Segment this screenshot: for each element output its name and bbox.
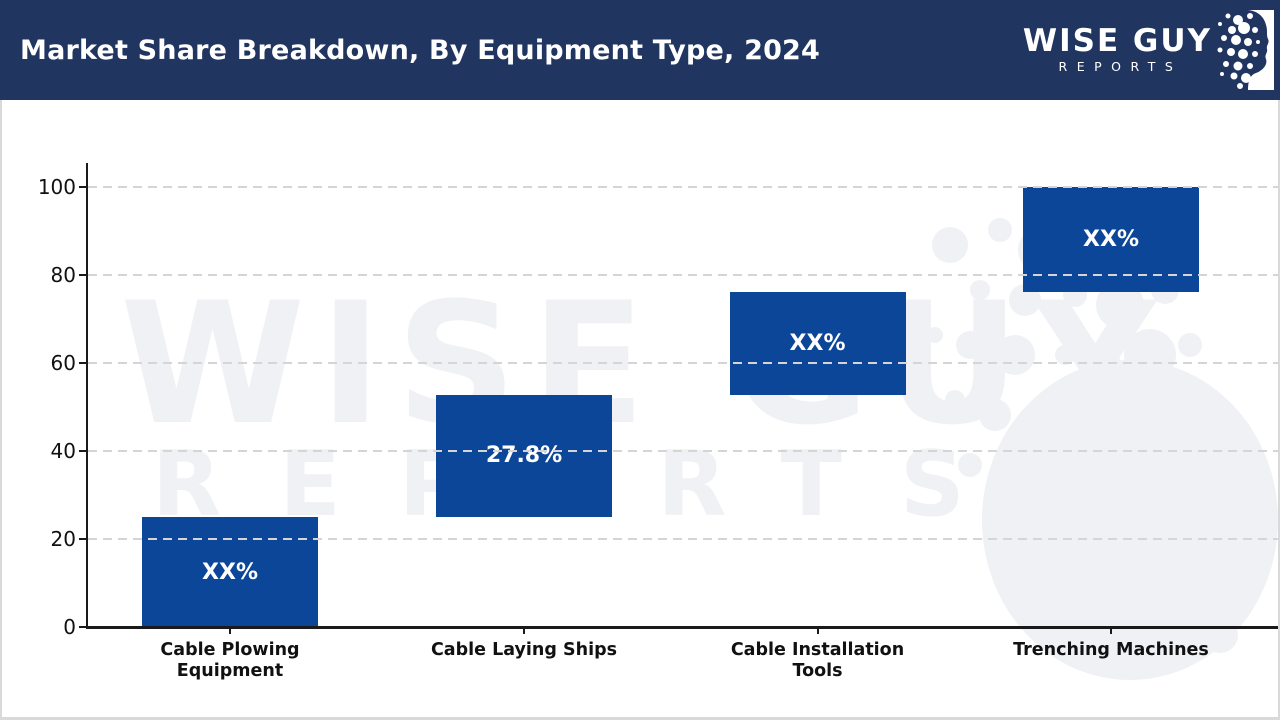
y-axis-tick bbox=[79, 538, 88, 540]
x-axis-tick bbox=[816, 627, 819, 634]
y-axis-tick-label: 80 bbox=[50, 263, 76, 287]
y-axis-tick-label: 60 bbox=[50, 351, 76, 375]
bar-value-label: XX% bbox=[1083, 227, 1139, 253]
plot: XX% Cable Plowing Equipment 27.8% Cable Lay… bbox=[2, 100, 1278, 717]
chart-bar: 27.8% bbox=[436, 394, 612, 517]
chart-bar: XX% bbox=[142, 517, 318, 627]
bar-value-label: 27.8% bbox=[485, 443, 563, 469]
y-axis-tick-label: 100 bbox=[37, 175, 76, 199]
gridline bbox=[88, 362, 1278, 364]
x-axis-category-label: Cable Laying Ships bbox=[430, 640, 618, 660]
y-axis-tick bbox=[79, 274, 88, 276]
y-axis-line bbox=[86, 163, 88, 629]
plot-area: WISE GUY REPORTS XX%Cable Plowing Equipm… bbox=[0, 100, 1280, 720]
logo-wordmark: WISE GUY bbox=[1022, 23, 1212, 60]
wiseguy-logo: WISE GUY REPORTS bbox=[1023, 8, 1274, 92]
y-axis-tick bbox=[79, 450, 88, 452]
x-axis-category-label: Trenching Machines bbox=[1013, 640, 1209, 660]
gridline bbox=[88, 274, 1278, 276]
header-banner: Market Share Breakdown, By Equipment Typ… bbox=[0, 0, 1280, 100]
y-axis-tick-label: 20 bbox=[50, 527, 76, 551]
chart-bar: XX% bbox=[729, 292, 906, 395]
logo-text: WISE GUY REPORTS bbox=[1023, 26, 1212, 74]
bar-value-label: XX% bbox=[789, 330, 846, 356]
watermark-wordmark: WISE GUY bbox=[120, 266, 1171, 462]
gridline bbox=[88, 450, 1278, 452]
y-axis-tick bbox=[79, 626, 88, 628]
gridline bbox=[88, 186, 1278, 188]
x-axis-category-label: Cable Installation Tools bbox=[730, 640, 905, 682]
x-axis-tick bbox=[229, 627, 231, 634]
x-axis-tick bbox=[523, 627, 525, 634]
x-axis-tick bbox=[1110, 627, 1112, 634]
logo-subtitle: REPORTS bbox=[1058, 59, 1183, 75]
y-axis-tick-label: 0 bbox=[63, 615, 76, 639]
y-axis-tick bbox=[79, 362, 88, 364]
x-axis-category-label: Cable Plowing Equipment bbox=[160, 640, 300, 682]
logo-face-icon bbox=[1217, 10, 1274, 90]
gridline bbox=[88, 538, 1278, 540]
chart-title: Market Share Breakdown, By Equipment Typ… bbox=[20, 34, 821, 66]
y-axis-tick-label: 40 bbox=[50, 439, 76, 463]
chart-bar: XX% bbox=[1023, 187, 1199, 293]
y-axis-tick bbox=[79, 186, 88, 188]
x-axis-line bbox=[86, 626, 1278, 629]
bar-value-label: XX% bbox=[202, 559, 258, 585]
